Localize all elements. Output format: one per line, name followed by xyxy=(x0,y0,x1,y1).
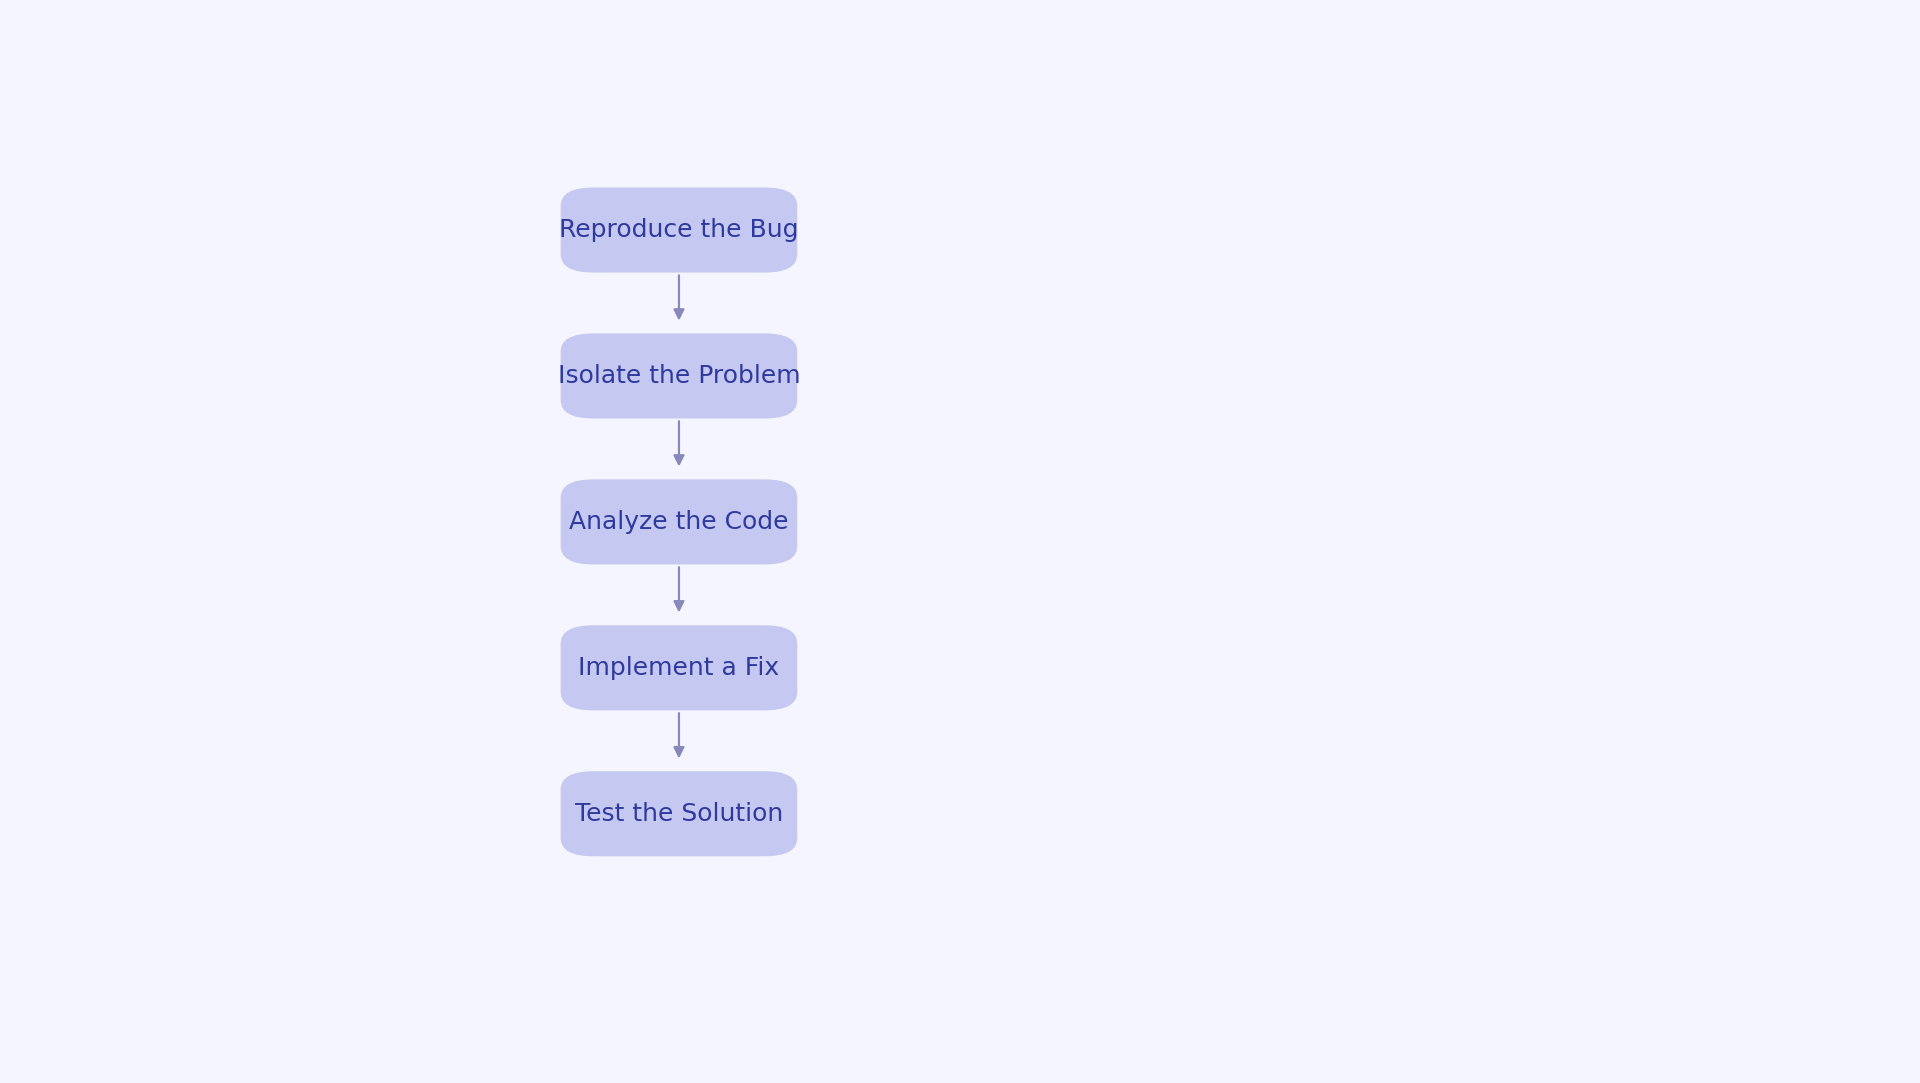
FancyBboxPatch shape xyxy=(561,187,797,273)
FancyBboxPatch shape xyxy=(561,771,797,857)
Text: Isolate the Problem: Isolate the Problem xyxy=(557,364,801,388)
Text: Implement a Fix: Implement a Fix xyxy=(578,656,780,680)
Text: Test the Solution: Test the Solution xyxy=(574,801,783,825)
FancyBboxPatch shape xyxy=(561,334,797,418)
FancyBboxPatch shape xyxy=(561,625,797,710)
Text: Reproduce the Bug: Reproduce the Bug xyxy=(559,218,799,242)
FancyBboxPatch shape xyxy=(561,480,797,564)
Text: Analyze the Code: Analyze the Code xyxy=(568,510,789,534)
